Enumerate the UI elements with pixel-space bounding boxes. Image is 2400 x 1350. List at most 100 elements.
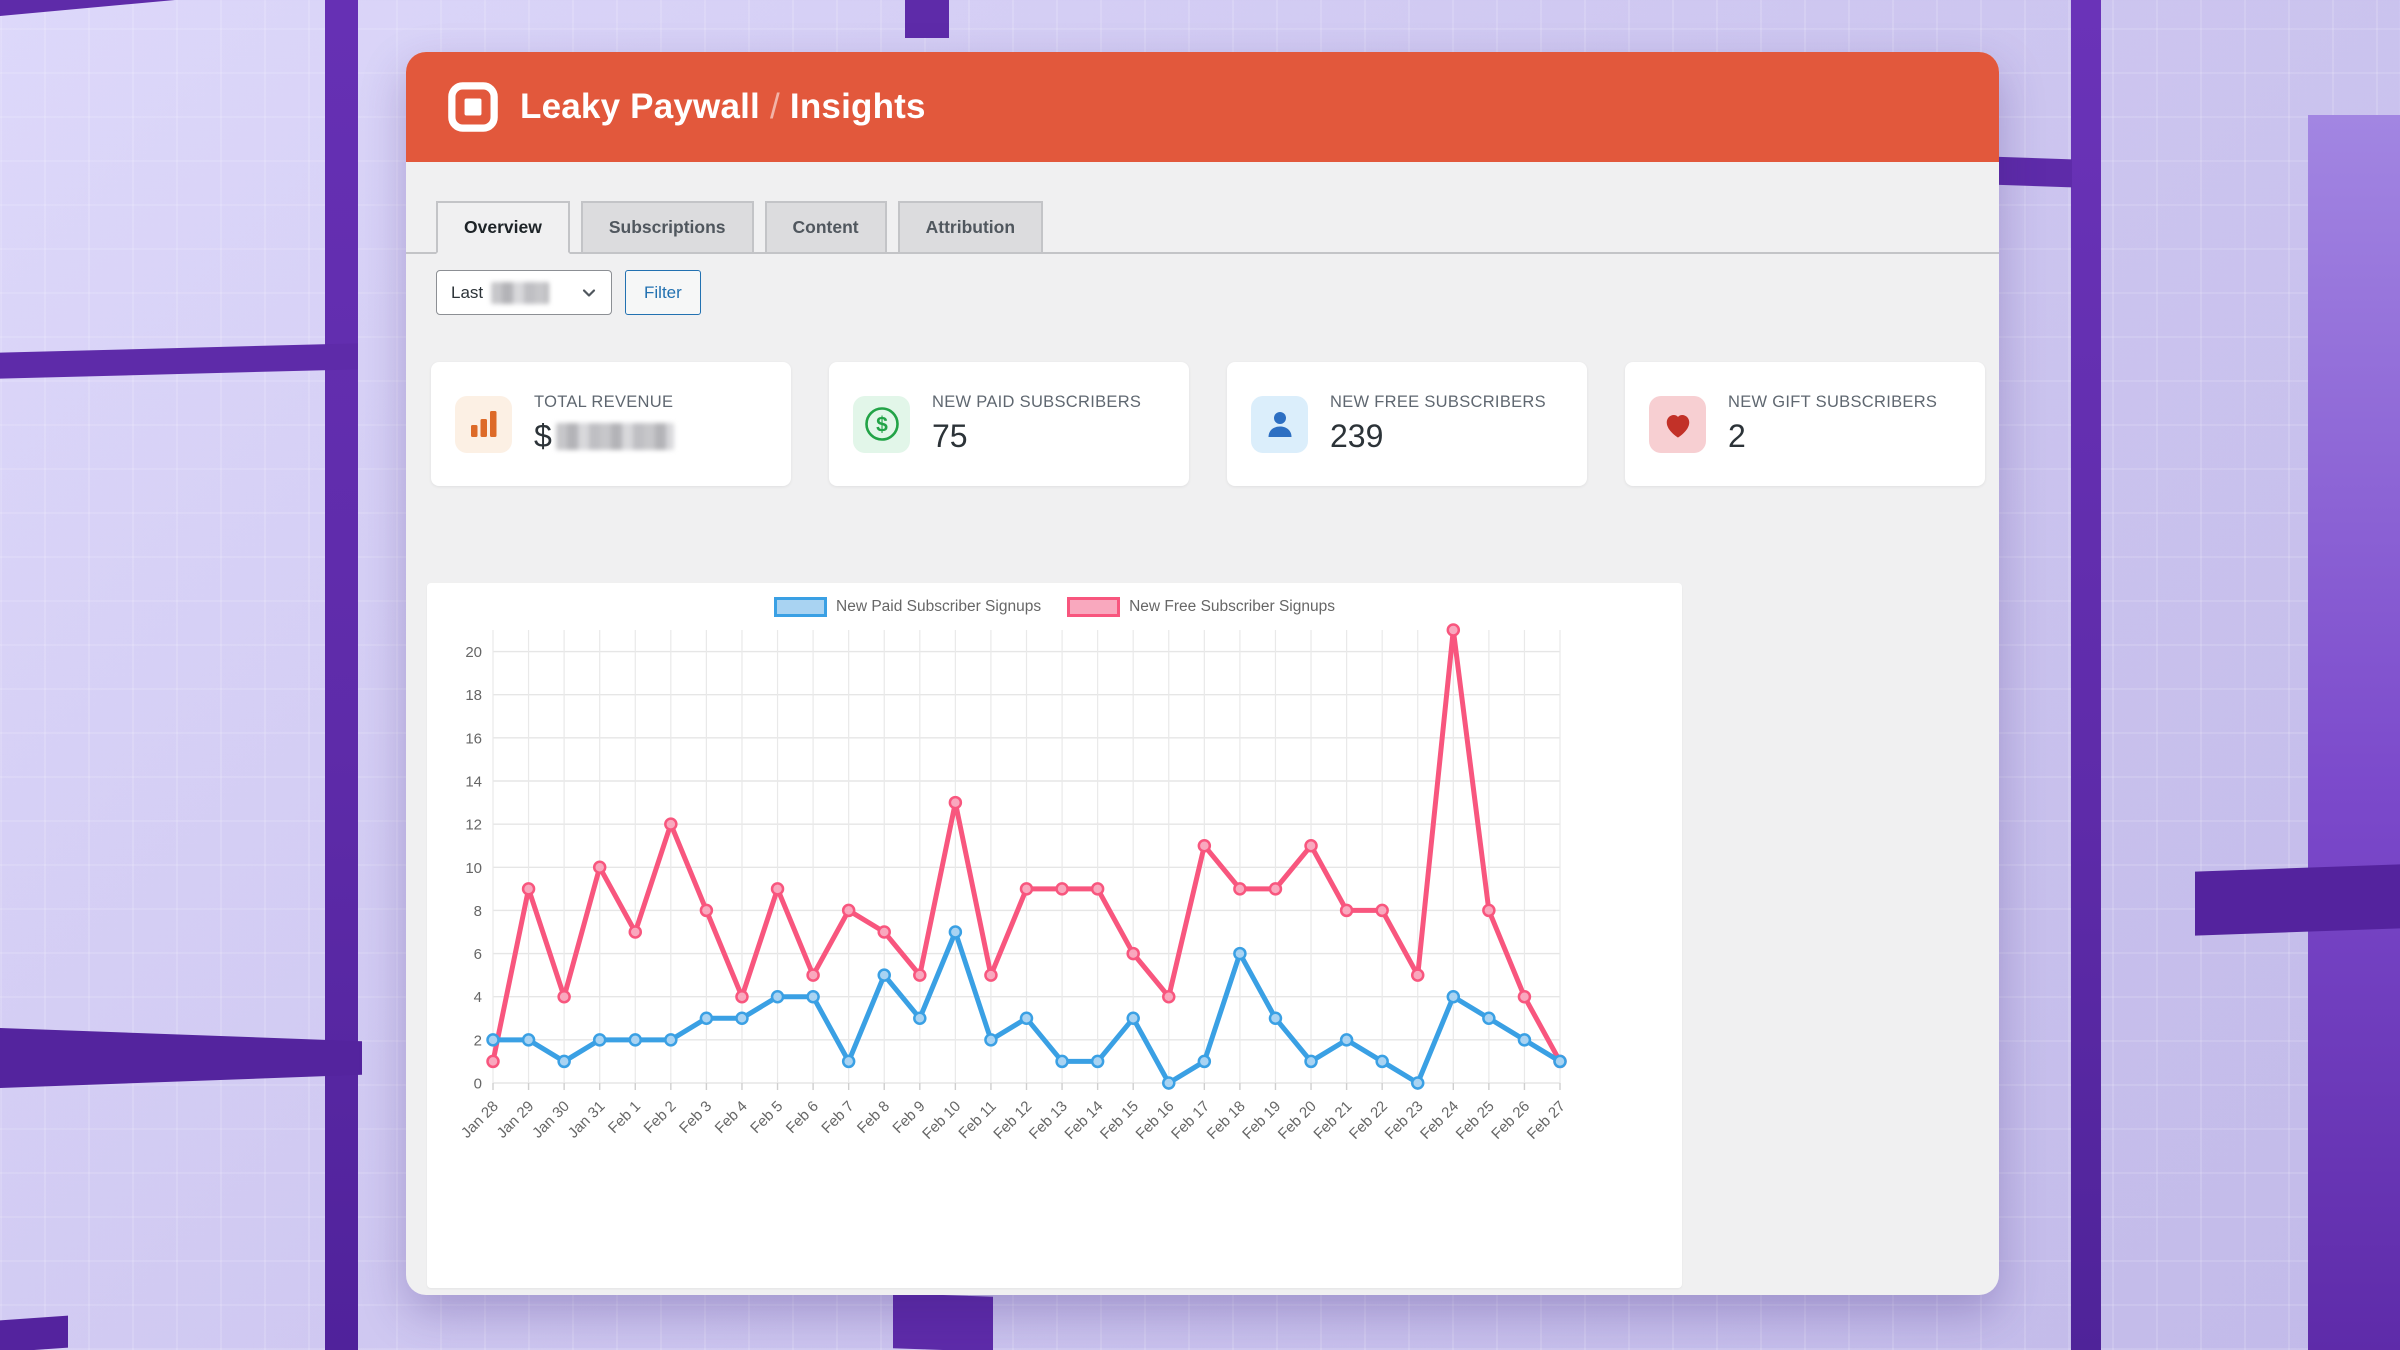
data-point[interactable] — [1162, 989, 1176, 1004]
data-point[interactable] — [1162, 1076, 1176, 1090]
data-point[interactable] — [486, 1054, 500, 1069]
x-axis-tick: Feb 12 — [990, 1098, 1035, 1143]
data-point[interactable] — [557, 1054, 571, 1069]
data-point[interactable] — [806, 968, 820, 982]
x-axis-tick: Feb 14 — [1061, 1098, 1106, 1143]
x-axis-tick: Feb 23 — [1382, 1098, 1427, 1143]
data-point[interactable] — [735, 989, 749, 1004]
data-point[interactable] — [664, 1033, 678, 1047]
data-point[interactable] — [770, 882, 785, 896]
tab-subscriptions[interactable]: Subscriptions — [580, 201, 754, 254]
data-point[interactable] — [1090, 1054, 1105, 1069]
data-point[interactable] — [592, 860, 607, 875]
stat-label: TOTAL REVENUE — [534, 393, 674, 411]
x-axis-tick: Feb 4 — [712, 1098, 751, 1137]
data-point[interactable] — [948, 795, 963, 810]
y-axis-tick: 4 — [474, 989, 482, 1006]
data-point[interactable] — [841, 1054, 856, 1069]
data-point[interactable] — [486, 1033, 500, 1047]
data-point[interactable] — [770, 989, 785, 1004]
data-point[interactable] — [1375, 1054, 1389, 1069]
data-point[interactable] — [1197, 1054, 1212, 1069]
data-point[interactable] — [1553, 1054, 1567, 1069]
legend-color-box — [774, 597, 828, 617]
data-point[interactable] — [1410, 1076, 1425, 1090]
data-point[interactable] — [1482, 1011, 1496, 1026]
data-point[interactable] — [1304, 838, 1318, 853]
tab-content[interactable]: Content — [764, 201, 887, 254]
date-range-select[interactable]: Last — [436, 270, 612, 315]
background-tile-edge — [905, 0, 949, 38]
data-point[interactable] — [1482, 903, 1496, 918]
data-point[interactable] — [1055, 882, 1069, 896]
data-point[interactable] — [628, 1033, 643, 1047]
data-point[interactable] — [628, 925, 643, 939]
data-point[interactable] — [877, 968, 891, 982]
data-point[interactable] — [984, 1033, 998, 1047]
data-point[interactable] — [1410, 968, 1425, 982]
x-axis-tick: Feb 7 — [818, 1098, 857, 1137]
svg-text:$: $ — [876, 414, 888, 437]
x-axis-tick: Feb 26 — [1488, 1098, 1533, 1143]
data-point[interactable] — [1339, 903, 1354, 918]
x-axis-tick: Feb 21 — [1310, 1098, 1355, 1143]
x-axis-tick: Feb 15 — [1097, 1098, 1142, 1143]
data-point[interactable] — [1304, 1054, 1318, 1069]
legend-item[interactable]: New Paid Subscriber Signups — [774, 597, 1041, 617]
data-point[interactable] — [1233, 882, 1247, 896]
data-point[interactable] — [521, 1033, 536, 1047]
stat-label: NEW GIFT SUBSCRIBERS — [1728, 393, 1938, 411]
data-point[interactable] — [664, 817, 678, 831]
data-point[interactable] — [1019, 1011, 1034, 1026]
data-point[interactable] — [984, 968, 998, 982]
data-point[interactable] — [1517, 989, 1532, 1004]
data-point[interactable] — [1339, 1033, 1354, 1047]
data-point[interactable] — [1126, 1011, 1140, 1026]
legend-color-box — [1067, 597, 1121, 617]
data-point[interactable] — [699, 903, 714, 918]
x-axis-tick: Feb 2 — [641, 1098, 680, 1137]
x-axis-tick: Feb 16 — [1133, 1098, 1178, 1143]
data-point[interactable] — [521, 882, 536, 896]
stat-icon-tile — [1251, 395, 1308, 453]
data-point[interactable] — [877, 925, 891, 939]
data-point[interactable] — [1268, 1011, 1283, 1026]
data-point[interactable] — [735, 1011, 749, 1026]
filter-button[interactable]: Filter — [625, 270, 701, 315]
data-point[interactable] — [699, 1011, 714, 1026]
background-tile-edge — [893, 1293, 993, 1350]
data-point[interactable] — [806, 989, 820, 1004]
data-point[interactable] — [557, 989, 571, 1004]
x-axis-tick: Jan 31 — [565, 1098, 609, 1142]
y-axis-tick: 0 — [474, 1076, 482, 1093]
y-axis-tick: 8 — [474, 903, 482, 920]
data-point[interactable] — [1375, 903, 1389, 918]
data-point[interactable] — [1197, 838, 1212, 853]
x-axis-tick: Feb 3 — [676, 1098, 715, 1137]
data-point[interactable] — [913, 1011, 927, 1026]
x-axis-tick: Feb 20 — [1275, 1098, 1320, 1143]
data-point[interactable] — [841, 903, 856, 918]
tab-attribution[interactable]: Attribution — [897, 201, 1044, 254]
data-point[interactable] — [1517, 1033, 1532, 1047]
data-point[interactable] — [1446, 989, 1461, 1004]
data-point[interactable] — [1019, 882, 1034, 896]
stat-card-new-paid-subscribers: $ NEW PAID SUBSCRIBERS 75 — [829, 362, 1189, 486]
data-point[interactable] — [592, 1033, 607, 1047]
data-point[interactable] — [1090, 882, 1105, 896]
tab-overview[interactable]: Overview — [436, 201, 570, 254]
y-axis-tick: 18 — [465, 687, 482, 704]
data-point[interactable] — [1055, 1054, 1069, 1069]
legend-item[interactable]: New Free Subscriber Signups — [1067, 597, 1335, 617]
data-point[interactable] — [948, 925, 963, 939]
stat-label: NEW FREE SUBSCRIBERS — [1330, 393, 1546, 411]
x-axis-tick: Feb 1 — [605, 1098, 644, 1137]
data-point[interactable] — [1233, 946, 1247, 961]
data-point[interactable] — [913, 968, 927, 982]
y-axis-tick: 12 — [465, 817, 482, 834]
heart-icon — [1666, 415, 1689, 438]
data-point[interactable] — [1126, 946, 1140, 961]
data-point[interactable] — [1268, 882, 1283, 896]
data-point[interactable] — [1446, 623, 1461, 637]
